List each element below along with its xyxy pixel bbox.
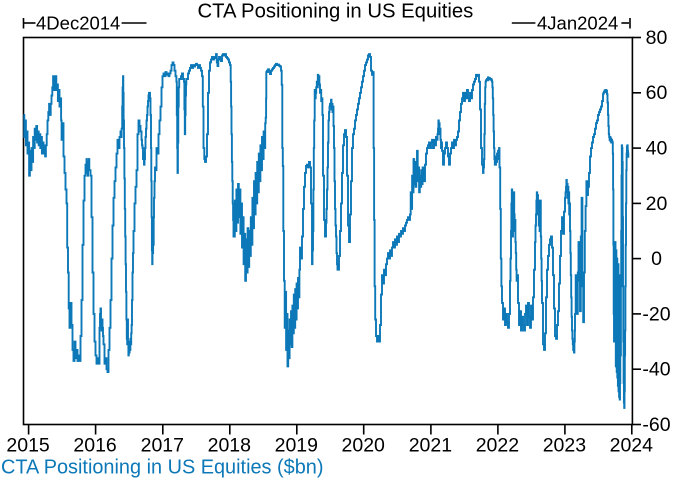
svg-text:2018: 2018	[208, 435, 251, 457]
svg-text:2019: 2019	[275, 435, 318, 457]
svg-text:2023: 2023	[543, 435, 586, 457]
svg-text:80: 80	[646, 27, 668, 49]
svg-text:CTA Positioning in US Equities: CTA Positioning in US Equities ($bn)	[1, 457, 323, 479]
svg-text:0: 0	[651, 248, 662, 270]
svg-text:CTA Positioning in US Equities: CTA Positioning in US Equities	[197, 1, 473, 23]
svg-text:-20: -20	[642, 303, 670, 325]
svg-text:2015: 2015	[6, 435, 50, 457]
svg-text:60: 60	[646, 82, 668, 104]
svg-text:2022: 2022	[476, 435, 519, 457]
svg-text:2016: 2016	[73, 435, 116, 457]
svg-text:-60: -60	[642, 414, 670, 436]
svg-text:20: 20	[646, 193, 668, 215]
svg-text:2017: 2017	[141, 435, 184, 457]
svg-text:4Dec2014: 4Dec2014	[36, 13, 120, 34]
svg-text:2021: 2021	[409, 435, 452, 457]
svg-text:2020: 2020	[342, 435, 386, 457]
svg-text:-40: -40	[642, 359, 670, 381]
svg-text:40: 40	[646, 138, 668, 160]
svg-text:2024: 2024	[610, 435, 654, 457]
svg-text:4Jan2024: 4Jan2024	[537, 13, 618, 34]
